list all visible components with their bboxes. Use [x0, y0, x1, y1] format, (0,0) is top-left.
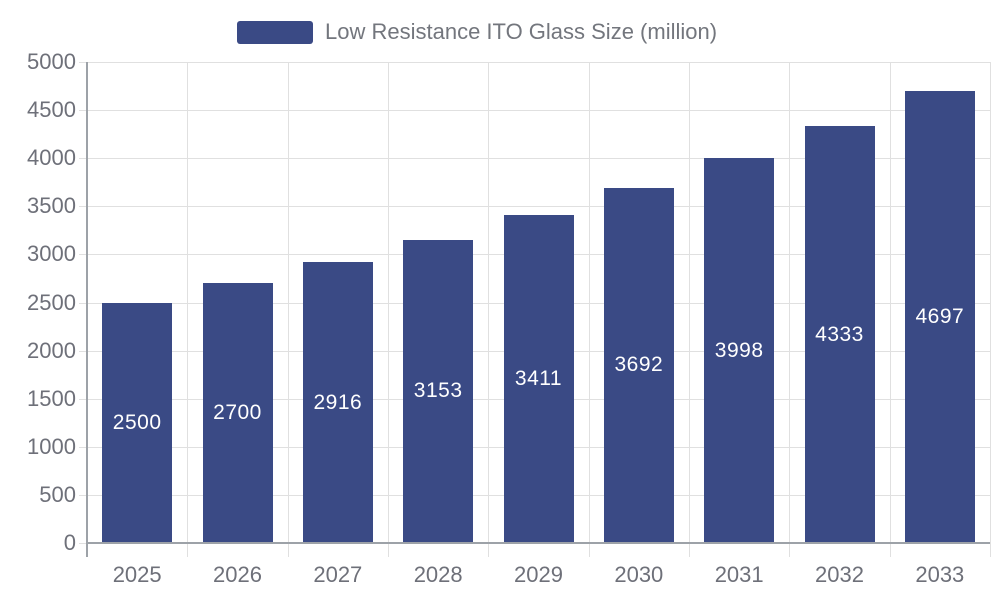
- y-axis-tick: [79, 62, 87, 63]
- x-axis-tick-label: 2032: [815, 562, 864, 587]
- y-axis-line: [86, 62, 88, 557]
- bar-value-label: 4697: [915, 305, 965, 329]
- gridline-h: [87, 158, 990, 160]
- bar-2027[interactable]: 2916: [302, 262, 373, 543]
- x-axis-tick-label: 2031: [714, 562, 764, 587]
- bar-value-label: 2700: [213, 401, 262, 425]
- y-axis-tick-label: 4500: [27, 97, 76, 123]
- bar-2028[interactable]: 3153: [403, 239, 474, 543]
- gridline-v: [287, 62, 289, 543]
- gridline-v: [789, 62, 791, 543]
- bar-2032[interactable]: 4333: [804, 126, 875, 543]
- gridline-h: [87, 206, 990, 208]
- y-axis-tick-label: 2000: [27, 337, 76, 363]
- x-axis-tick: [488, 543, 490, 557]
- y-axis-tick-label: 3000: [27, 241, 76, 267]
- bar-value-label: 3692: [614, 353, 664, 377]
- x-axis-tick-label: 2033: [915, 562, 965, 587]
- legend-swatch: [237, 20, 313, 44]
- bar-value-label: 4333: [815, 322, 864, 346]
- y-axis-tick: [79, 350, 87, 352]
- gridline-h: [87, 62, 990, 63]
- x-axis-tick-label: 2026: [213, 562, 262, 587]
- bar-value-label: 3153: [413, 379, 463, 403]
- y-axis-tick: [79, 494, 87, 496]
- y-axis-tick: [79, 446, 87, 448]
- y-axis-tick-label: 1000: [27, 433, 76, 459]
- y-axis-tick: [79, 302, 87, 304]
- x-axis-tick: [889, 543, 891, 557]
- y-axis-tick: [79, 206, 87, 208]
- gridline-v: [588, 62, 590, 543]
- y-axis-tick-label: 5000: [27, 49, 76, 74]
- bar-value-label: 2500: [112, 410, 162, 434]
- y-axis-tick-label: 500: [39, 481, 76, 507]
- x-axis-tick: [990, 543, 991, 557]
- legend-label: Low Resistance ITO Glass Size (million): [325, 19, 718, 44]
- x-axis-tick: [388, 543, 389, 557]
- y-axis-tick-label: 4000: [27, 145, 76, 171]
- gridline-v: [889, 62, 891, 543]
- x-axis-tick: [187, 543, 189, 557]
- x-axis-tick: [287, 543, 289, 557]
- y-axis-tick-label: 2500: [27, 289, 76, 315]
- gridline-v: [187, 62, 189, 543]
- x-axis-tick-label: 2029: [514, 562, 563, 587]
- gridline-v: [990, 62, 991, 543]
- y-axis-tick: [79, 254, 87, 256]
- x-axis-tick-label: 2025: [112, 562, 162, 587]
- bar-value-label: 3411: [514, 366, 563, 390]
- bar-2030[interactable]: 3692: [603, 187, 674, 543]
- legend[interactable]: Low Resistance ITO Glass Size (million): [237, 19, 717, 45]
- x-axis-tick-label: 2027: [313, 562, 363, 587]
- y-axis-tick: [79, 110, 87, 112]
- x-axis-tick-label: 2028: [413, 562, 463, 587]
- gridline-h: [87, 110, 990, 112]
- y-axis-tick: [79, 543, 87, 544]
- y-axis-tick-label: 1500: [27, 385, 76, 411]
- x-axis-line: [87, 542, 990, 544]
- gridline-v: [689, 62, 690, 543]
- bar-2026[interactable]: 2700: [202, 283, 273, 543]
- y-axis-tick-label: 0: [63, 530, 76, 555]
- bar-2025[interactable]: 2500: [102, 302, 173, 543]
- bar-2031[interactable]: 3998: [704, 158, 775, 543]
- gridline-v: [388, 62, 389, 543]
- x-axis-tick-label: 2030: [614, 562, 664, 587]
- bar-2033[interactable]: 4697: [904, 91, 975, 543]
- gridline-v: [488, 62, 490, 543]
- x-axis-tick: [588, 543, 590, 557]
- bar-value-label: 3998: [714, 338, 764, 362]
- x-axis-tick: [689, 543, 690, 557]
- bar-2029[interactable]: 3411: [503, 214, 574, 543]
- y-axis-tick: [79, 398, 87, 400]
- x-axis-tick: [789, 543, 791, 557]
- bar-value-label: 2916: [313, 390, 363, 414]
- y-axis-tick-label: 3500: [27, 193, 76, 219]
- y-axis-tick: [79, 158, 87, 160]
